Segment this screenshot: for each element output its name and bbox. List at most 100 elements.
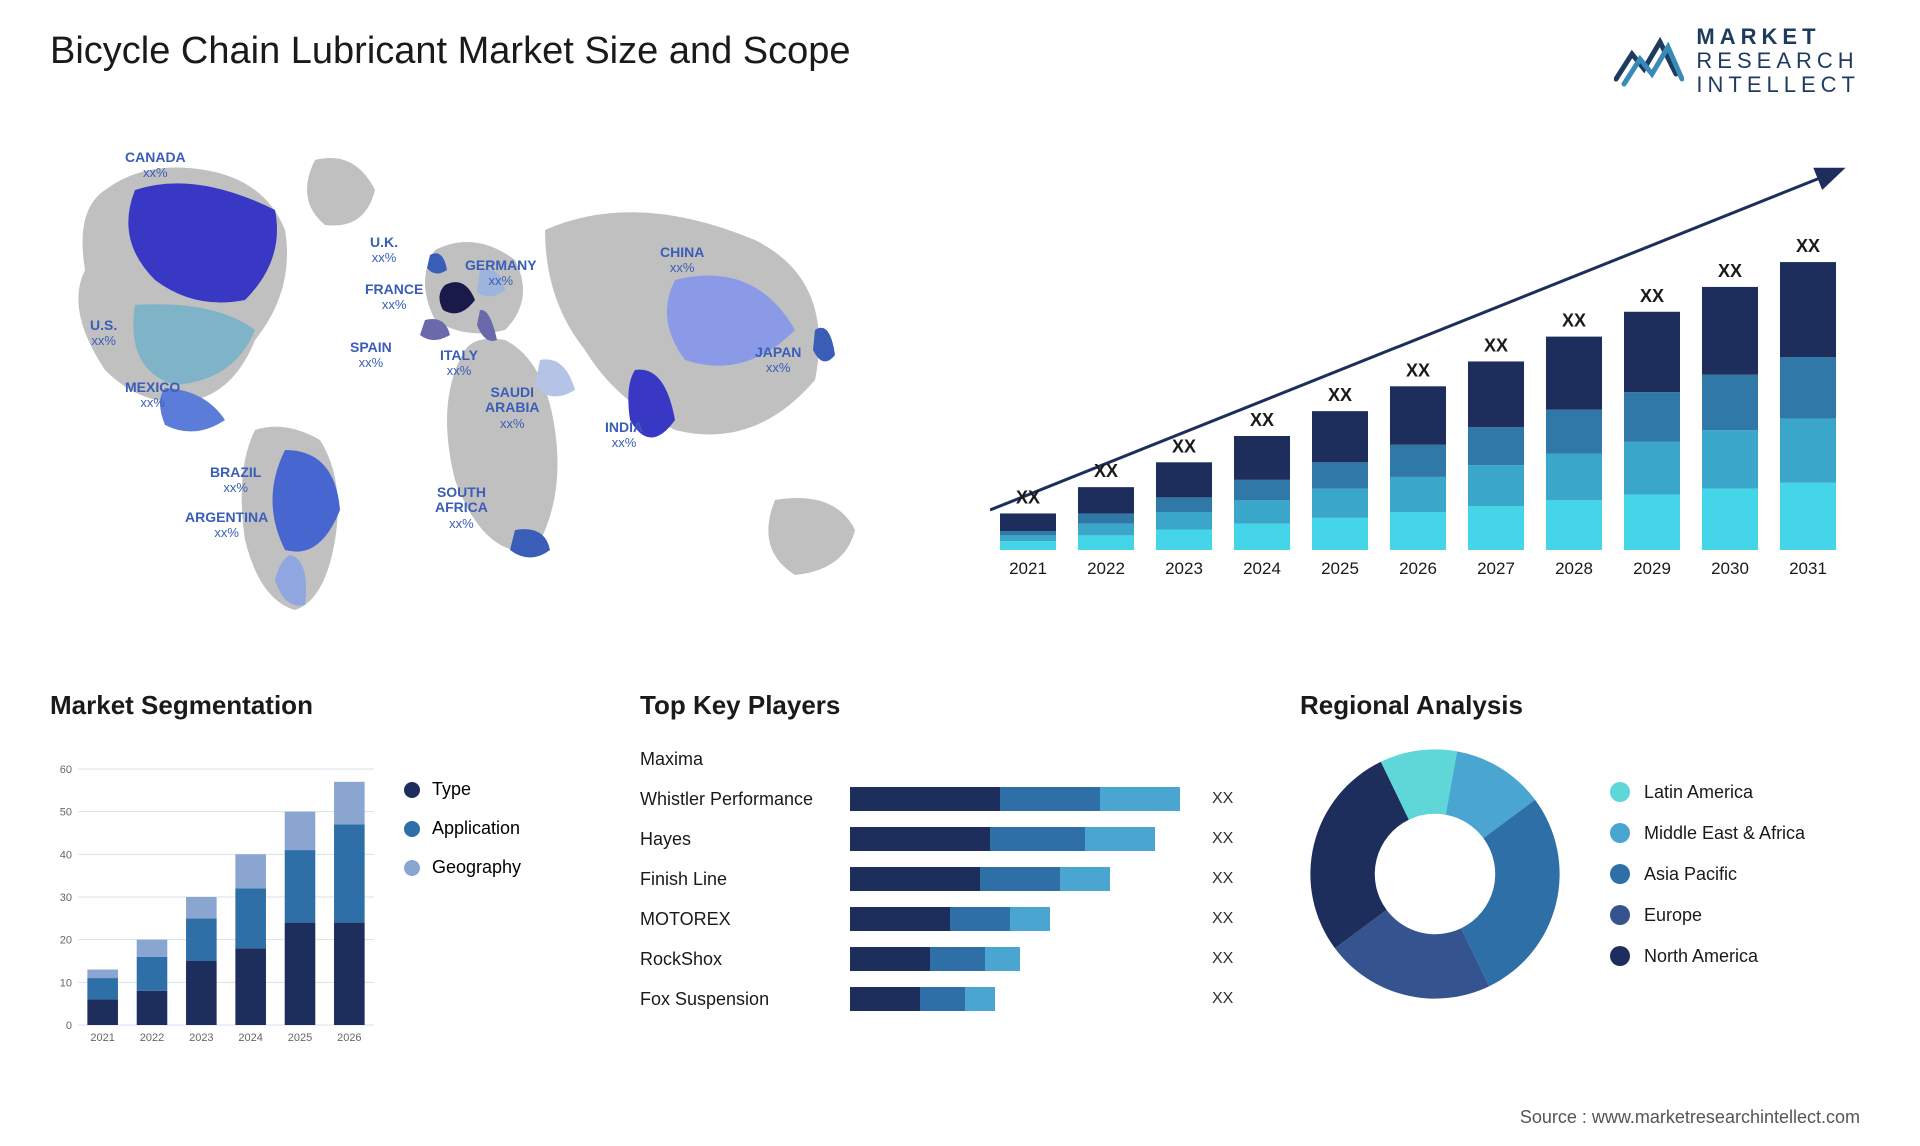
growth-bar-seg	[1624, 494, 1680, 550]
kp-value: XX	[1212, 830, 1233, 848]
seg-bar-seg	[87, 999, 118, 1025]
legend-swatch	[1610, 905, 1630, 925]
kp-label: Hayes	[640, 829, 850, 850]
regional-legend-item: Europe	[1610, 905, 1805, 926]
kp-bar	[850, 947, 1200, 971]
seg-bar-seg	[235, 948, 266, 1025]
kp-bar	[850, 787, 1200, 811]
growth-bar-seg	[1702, 489, 1758, 550]
growth-bar-seg	[1624, 312, 1680, 392]
seg-legend-item: Type	[404, 779, 521, 800]
regional-title: Regional Analysis	[1300, 690, 1860, 721]
seg-bar-seg	[137, 940, 168, 957]
map-label: U.S.xx%	[90, 318, 117, 349]
growth-bar-seg	[1702, 375, 1758, 431]
seg-bar-seg	[235, 888, 266, 948]
growth-bar-seg	[1780, 483, 1836, 550]
map-label: SPAINxx%	[350, 340, 392, 371]
map-label: FRANCExx%	[365, 282, 423, 313]
seg-bar-seg	[334, 824, 365, 922]
seg-bar-seg	[186, 918, 217, 961]
growth-bar-seg	[1468, 361, 1524, 427]
growth-bar-seg	[1078, 535, 1134, 550]
kp-value: XX	[1212, 790, 1233, 808]
growth-bar-seg	[1156, 497, 1212, 512]
seg-bar-seg	[334, 923, 365, 1025]
map-label: MEXICOxx%	[125, 380, 180, 411]
growth-year-label: 2029	[1633, 559, 1671, 578]
seg-bar-seg	[285, 812, 316, 850]
logo-line1: MARKET	[1696, 25, 1860, 49]
key-player-row: Finish Line XX	[640, 859, 1280, 899]
svg-text:40: 40	[60, 849, 72, 861]
map-label: BRAZILxx%	[210, 465, 261, 496]
growth-bar-seg	[1234, 500, 1290, 523]
source-text: Source : www.marketresearchintellect.com	[1520, 1107, 1860, 1128]
growth-bar-seg	[1000, 541, 1056, 550]
seg-bar-seg	[334, 782, 365, 825]
page-title: Bicycle Chain Lubricant Market Size and …	[50, 30, 851, 73]
growth-bar-seg	[1234, 480, 1290, 500]
growth-bar-seg	[1234, 524, 1290, 550]
kp-bar	[850, 907, 1200, 931]
growth-bar-label: XX	[1562, 311, 1586, 331]
map-label: CHINAxx%	[660, 245, 704, 276]
growth-bar-seg	[1390, 445, 1446, 477]
seg-bar-seg	[285, 923, 316, 1025]
growth-bar-seg	[1468, 506, 1524, 550]
logo-line3: INTELLECT	[1696, 73, 1860, 97]
growth-bar-seg	[1156, 512, 1212, 530]
legend-label: Latin America	[1644, 782, 1753, 803]
growth-bar-seg	[1312, 518, 1368, 550]
growth-year-label: 2026	[1399, 559, 1437, 578]
kp-value: XX	[1212, 910, 1233, 928]
growth-bar-label: XX	[1328, 385, 1352, 405]
growth-year-label: 2028	[1555, 559, 1593, 578]
growth-bar-seg	[1780, 418, 1836, 482]
legend-swatch	[1610, 864, 1630, 884]
growth-bar-seg	[1702, 430, 1758, 488]
growth-bar-seg	[1000, 531, 1056, 535]
svg-text:2025: 2025	[288, 1032, 312, 1044]
growth-bar-label: XX	[1172, 436, 1196, 456]
seg-bar-seg	[285, 850, 316, 923]
svg-text:2023: 2023	[189, 1032, 213, 1044]
svg-text:30: 30	[60, 892, 72, 904]
growth-year-label: 2027	[1477, 559, 1515, 578]
growth-bar-seg	[1624, 392, 1680, 442]
map-label: INDIAxx%	[605, 420, 643, 451]
kp-bar	[850, 827, 1200, 851]
seg-legend-item: Geography	[404, 857, 521, 878]
brand-logo: MARKET RESEARCH INTELLECT	[1614, 25, 1860, 98]
svg-text:20: 20	[60, 935, 72, 947]
growth-bar-seg	[1000, 535, 1056, 541]
growth-bar-seg	[1156, 530, 1212, 550]
regional-legend-item: Middle East & Africa	[1610, 823, 1805, 844]
key-player-row: Hayes XX	[640, 819, 1280, 859]
growth-bar-seg	[1078, 524, 1134, 536]
growth-bar-label: XX	[1640, 286, 1664, 306]
growth-chart-svg: XX2021XX2022XX2023XX2024XX2025XX2026XX20…	[990, 150, 1860, 590]
map-label: SOUTHAFRICAxx%	[435, 485, 488, 531]
svg-text:2024: 2024	[238, 1032, 262, 1044]
growth-year-label: 2025	[1321, 559, 1359, 578]
kp-bar	[850, 987, 1200, 1011]
growth-bar-label: XX	[1718, 261, 1742, 281]
svg-text:10: 10	[60, 977, 72, 989]
regional-analysis: Regional Analysis Latin America Middle Ea…	[1300, 690, 1860, 1009]
growth-bar-seg	[1312, 489, 1368, 518]
legend-label: Europe	[1644, 905, 1702, 926]
logo-icon	[1614, 34, 1684, 89]
growth-bar-seg	[1546, 337, 1602, 410]
key-player-row: Fox Suspension XX	[640, 979, 1280, 1019]
growth-bar-seg	[1468, 427, 1524, 465]
growth-bar-seg	[1078, 487, 1134, 513]
seg-bar-seg	[137, 991, 168, 1025]
growth-year-label: 2024	[1243, 559, 1281, 578]
svg-text:2022: 2022	[140, 1032, 164, 1044]
seg-bar-seg	[235, 854, 266, 888]
kp-value: XX	[1212, 870, 1233, 888]
growth-year-label: 2022	[1087, 559, 1125, 578]
kp-label: MOTOREX	[640, 909, 850, 930]
seg-bar-seg	[87, 970, 118, 979]
